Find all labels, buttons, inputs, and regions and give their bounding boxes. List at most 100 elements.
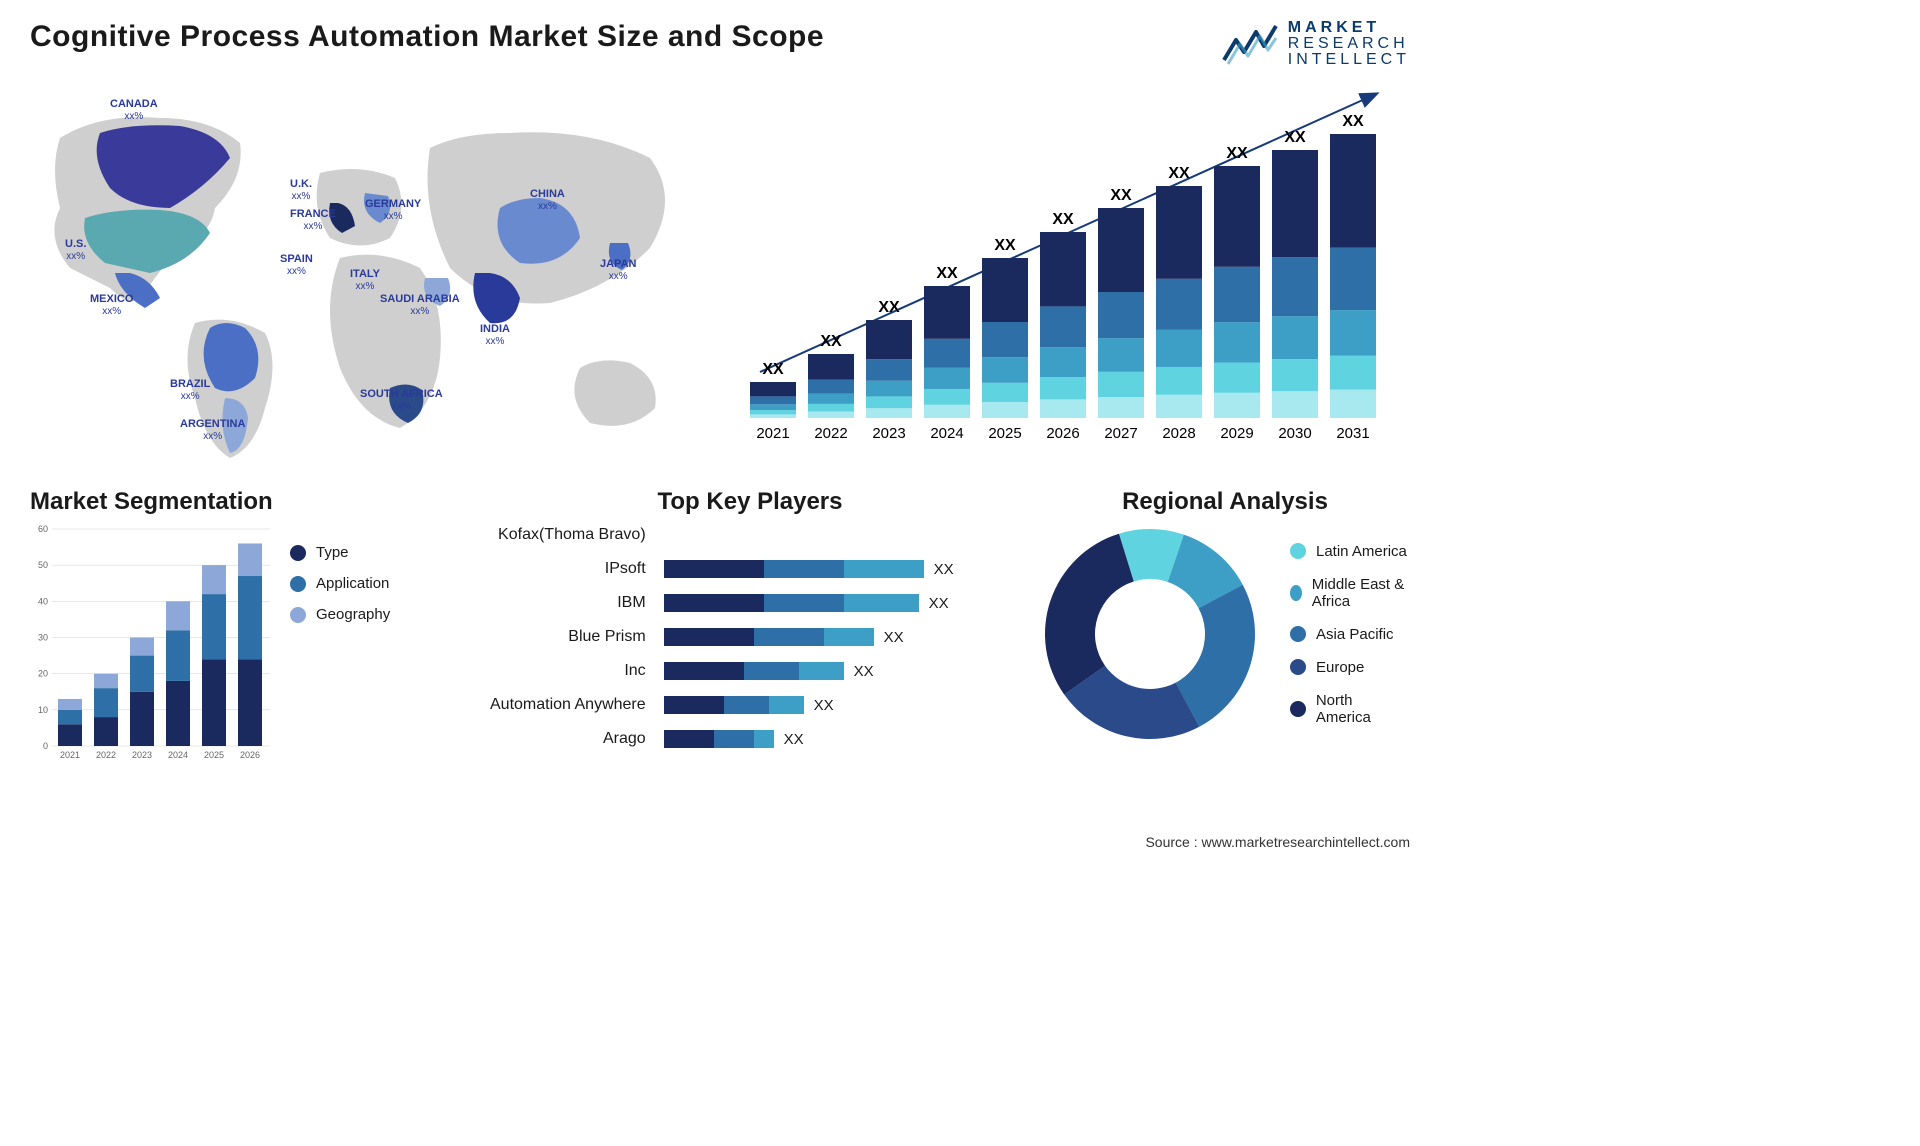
svg-text:XX: XX xyxy=(878,299,900,316)
legend-label: North America xyxy=(1316,692,1410,726)
player-bar-segment xyxy=(844,594,919,612)
legend-label: Middle East & Africa xyxy=(1312,576,1410,610)
map-label: JAPANxx% xyxy=(600,258,636,282)
player-bar-segment xyxy=(764,594,844,612)
player-value: XX xyxy=(814,697,834,714)
map-label: CANADAxx% xyxy=(110,98,158,122)
svg-text:20: 20 xyxy=(38,669,48,679)
world-map-panel: CANADAxx% U.S.xx% MEXICOxx% BRAZILxx% ARGENT… xyxy=(30,78,700,468)
brand-logo: MARKET RESEARCH INTELLECT xyxy=(1222,20,1410,68)
legend-swatch xyxy=(290,545,306,561)
svg-text:2023: 2023 xyxy=(872,425,905,442)
player-bar-row: XX xyxy=(664,626,1010,648)
svg-text:2022: 2022 xyxy=(814,425,847,442)
legend-swatch xyxy=(1290,543,1306,559)
svg-text:2024: 2024 xyxy=(930,425,963,442)
player-name: IBM xyxy=(617,592,645,614)
map-label: CHINAxx% xyxy=(530,188,565,212)
svg-text:50: 50 xyxy=(38,560,48,570)
player-bar-segment xyxy=(754,628,824,646)
svg-text:2031: 2031 xyxy=(1336,425,1369,442)
svg-text:60: 60 xyxy=(38,524,48,534)
map-label: U.S.xx% xyxy=(65,238,86,262)
legend-swatch xyxy=(290,607,306,623)
logo-line-2: RESEARCH xyxy=(1288,36,1410,52)
player-bar-segment xyxy=(664,696,724,714)
svg-text:XX: XX xyxy=(1110,187,1132,204)
segmentation-legend: Type Application Geography xyxy=(290,524,390,764)
legend-swatch xyxy=(1290,626,1306,642)
legend-swatch xyxy=(1290,585,1302,601)
player-bar-segment xyxy=(714,730,754,748)
regional-panel: Regional Analysis Latin America Middle Ea… xyxy=(1040,488,1410,788)
legend-label: Latin America xyxy=(1316,543,1407,560)
map-label: SOUTH AFRICAxx% xyxy=(360,388,443,412)
legend-item: Type xyxy=(290,544,390,561)
svg-text:XX: XX xyxy=(1052,211,1074,228)
svg-text:XX: XX xyxy=(1342,113,1364,130)
legend-label: Application xyxy=(316,575,389,592)
svg-text:2025: 2025 xyxy=(988,425,1021,442)
svg-text:30: 30 xyxy=(38,633,48,643)
legend-item: Application xyxy=(290,575,390,592)
svg-text:2027: 2027 xyxy=(1104,425,1137,442)
svg-text:2030: 2030 xyxy=(1278,425,1311,442)
player-bar-segment xyxy=(744,662,799,680)
svg-text:2021: 2021 xyxy=(60,750,80,760)
players-title: Top Key Players xyxy=(490,488,1010,516)
map-label: ARGENTINAxx% xyxy=(180,418,245,442)
growth-chart-panel: XX 2021 XX 2022 XX 2023 XX 2024 XX 2025 XX 2026 XX 20… xyxy=(740,78,1410,468)
svg-text:2028: 2028 xyxy=(1162,425,1195,442)
player-bar-segment xyxy=(664,730,714,748)
map-label: BRAZILxx% xyxy=(170,378,210,402)
svg-text:XX: XX xyxy=(936,265,958,282)
player-bar-row: XX xyxy=(664,694,1010,716)
logo-line-3: INTELLECT xyxy=(1288,52,1410,68)
map-label: FRANCExx% xyxy=(290,208,336,232)
regional-title: Regional Analysis xyxy=(1040,488,1410,516)
player-name: IPsoft xyxy=(605,558,646,580)
legend-swatch xyxy=(290,576,306,592)
regional-donut xyxy=(1040,524,1260,744)
player-bar-segment xyxy=(764,560,844,578)
legend-label: Type xyxy=(316,544,349,561)
player-name: Kofax(Thoma Bravo) xyxy=(498,524,646,546)
legend-label: Europe xyxy=(1316,659,1364,676)
svg-text:2021: 2021 xyxy=(756,425,789,442)
svg-text:10: 10 xyxy=(38,705,48,715)
legend-item: Latin America xyxy=(1290,543,1410,560)
segmentation-chart: 0102030405060202120222023202420252026 xyxy=(30,524,270,764)
source-text: Source : www.marketresearchintellect.com xyxy=(1145,834,1410,850)
player-bar-row: XX xyxy=(664,660,1010,682)
segmentation-title: Market Segmentation xyxy=(30,488,460,516)
map-label: INDIAxx% xyxy=(480,323,510,347)
svg-text:XX: XX xyxy=(762,361,784,378)
svg-text:XX: XX xyxy=(994,237,1016,254)
player-value: XX xyxy=(854,663,874,680)
player-bar-segment xyxy=(844,560,924,578)
player-name: Blue Prism xyxy=(568,626,645,648)
player-bar-row: XX xyxy=(664,592,1010,614)
player-bar-segment xyxy=(799,662,844,680)
regional-legend: Latin America Middle East & Africa Asia Pa… xyxy=(1290,543,1410,726)
map-label: U.K.xx% xyxy=(290,178,312,202)
legend-item: Asia Pacific xyxy=(1290,626,1410,643)
legend-label: Geography xyxy=(316,606,390,623)
players-panel: Top Key Players Kofax(Thoma Bravo) IPsoft… xyxy=(490,488,1010,788)
player-name: Arago xyxy=(603,728,646,750)
map-label: MEXICOxx% xyxy=(90,293,133,317)
svg-text:2024: 2024 xyxy=(168,750,188,760)
svg-text:2029: 2029 xyxy=(1220,425,1253,442)
player-value: XX xyxy=(884,629,904,646)
svg-text:0: 0 xyxy=(43,741,48,751)
svg-text:2026: 2026 xyxy=(1046,425,1079,442)
player-name: Inc xyxy=(624,660,645,682)
map-label: SAUDI ARABIAxx% xyxy=(380,293,460,317)
legend-item: North America xyxy=(1290,692,1410,726)
player-bar-segment xyxy=(664,628,754,646)
legend-item: Geography xyxy=(290,606,390,623)
segmentation-panel: Market Segmentation 01020304050602021202… xyxy=(30,488,460,788)
player-bar-segment xyxy=(824,628,874,646)
player-bar-segment xyxy=(754,730,774,748)
legend-item: Europe xyxy=(1290,659,1410,676)
